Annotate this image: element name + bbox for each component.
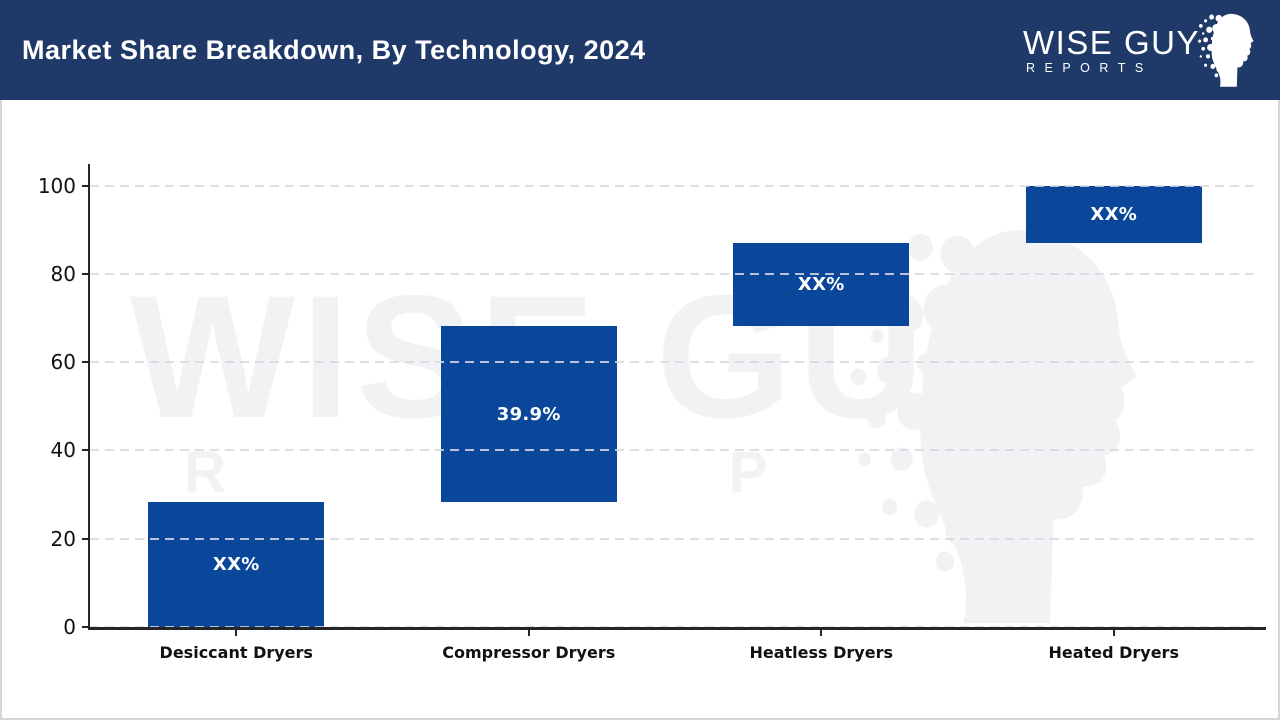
bar-value-label: XX% (1090, 203, 1138, 225)
y-tick-label: 0 (63, 615, 76, 639)
x-tick-mark (527, 627, 530, 636)
bar-segment: XX% (148, 502, 325, 627)
bar-value-label: 39.9% (496, 403, 561, 425)
grid-line (90, 272, 1260, 275)
bar-value-label: XX% (797, 273, 845, 295)
brand-logo: WISE GUY REPORTS (1023, 12, 1262, 88)
y-tick-label: 60 (50, 350, 76, 375)
y-tick-mark (82, 449, 90, 452)
y-tick-mark (82, 361, 90, 364)
x-tick-label: Heatless Dryers (749, 643, 893, 662)
grid-line (90, 449, 1260, 452)
y-tick-label: 20 (50, 526, 76, 551)
x-tick-label: Desiccant Dryers (159, 643, 313, 662)
y-tick-mark (82, 184, 90, 187)
chart-area: WISE GUY R E P O R T S 020406080100XX%De… (0, 100, 1280, 720)
header-bar: Market Share Breakdown, By Technology, 2… (0, 0, 1280, 100)
x-tick-mark (820, 627, 823, 636)
y-tick-mark (82, 537, 90, 540)
bar-segment: XX% (1025, 185, 1202, 243)
y-tick-mark (82, 626, 90, 628)
y-axis-line (88, 164, 90, 630)
y-tick-mark (82, 272, 90, 275)
y-tick-label: 100 (37, 173, 76, 198)
x-tick-label: Compressor Dryers (442, 643, 616, 662)
y-tick-label: 80 (50, 261, 76, 286)
brand-subtitle: REPORTS (1025, 60, 1153, 75)
x-tick-mark (235, 627, 238, 636)
brand-name: WISE GUY (1022, 23, 1200, 61)
bar-value-label: XX% (212, 554, 260, 576)
plot: 0 20 40 60 80 100 XX% Desiccant Dryers 39.9% Comp… (2, 100, 1278, 718)
x-tick-label: Heated Dryers (1048, 643, 1179, 662)
grid-line (90, 184, 1260, 187)
wiseguy-head-icon (1196, 12, 1262, 88)
bar-segment: XX% (733, 242, 910, 326)
brand-wordmark: WISE GUY REPORTS (1023, 26, 1200, 75)
bar-segment: 39.9% (440, 325, 617, 503)
chart-title: Market Share Breakdown, By Technology, 2… (22, 34, 646, 65)
grid-line (90, 537, 1260, 540)
x-axis-line (88, 627, 1266, 630)
x-tick-mark (1112, 627, 1115, 636)
grid-line (90, 361, 1260, 364)
y-tick-label: 40 (50, 438, 76, 463)
